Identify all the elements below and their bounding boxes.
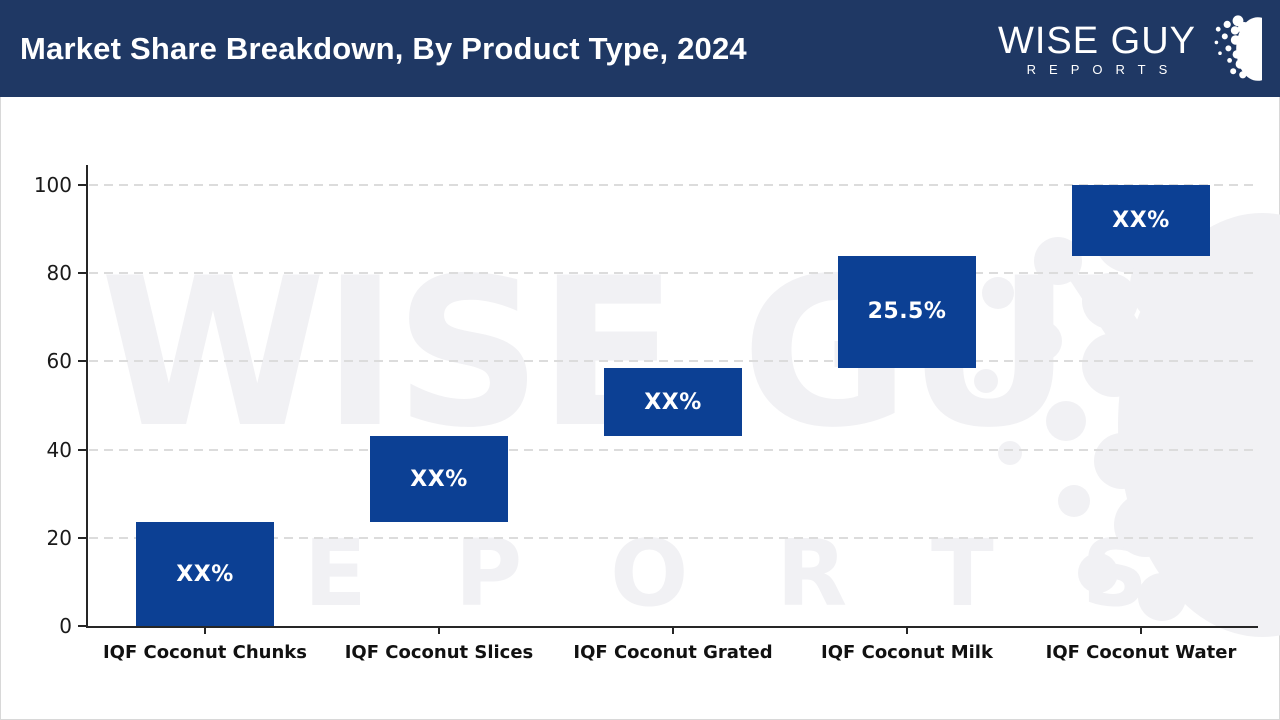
- x-axis-label: IQF Coconut Chunks: [102, 642, 307, 663]
- gridline: [89, 272, 1258, 275]
- x-tick-mark: [204, 626, 206, 634]
- y-tick-label: 100: [33, 173, 72, 197]
- x-tick-mark: [906, 626, 908, 634]
- y-tick-label: 0: [59, 614, 72, 638]
- plot-area: 0 20 40 60 80 100 XX% IQF Coconut Chunks XX% IQF …: [34, 165, 1258, 663]
- bar: XX%: [136, 522, 274, 626]
- y-tick-mark: [78, 625, 86, 627]
- y-tick-mark: [78, 360, 86, 363]
- x-tick-mark: [672, 626, 674, 634]
- bar-value-label: XX%: [1112, 207, 1170, 233]
- bar: XX%: [1072, 185, 1210, 256]
- y-tick-label: 80: [46, 261, 72, 286]
- gridline: [89, 536, 1258, 539]
- x-axis-label: IQF Coconut Milk: [821, 642, 993, 663]
- header-bar: Market Share Breakdown, By Product Type,…: [0, 0, 1280, 97]
- y-axis-line: [86, 165, 88, 628]
- x-axis-label: IQF Coconut Grated: [573, 642, 773, 663]
- y-tick-label: 40: [46, 437, 72, 462]
- brand-name: WISE GUY: [997, 19, 1196, 62]
- bar-value-label: XX%: [644, 389, 702, 415]
- y-tick-mark: [78, 184, 86, 186]
- brand-logo-text: WISE GUY REPORTS: [998, 22, 1196, 76]
- brand-tagline: REPORTS: [1026, 61, 1181, 77]
- gridline: [89, 448, 1258, 451]
- x-tick-mark: [438, 626, 440, 634]
- bar: 25.5%: [838, 255, 976, 368]
- x-axis-label: IQF Coconut Slices: [344, 642, 534, 663]
- brand-logo: WISE GUY REPORTS: [998, 10, 1262, 88]
- bar-value-label: XX%: [410, 466, 468, 492]
- bar: XX%: [370, 436, 508, 523]
- bar-value-label: 25.5%: [867, 299, 947, 325]
- dotted-head-icon: [1214, 14, 1262, 81]
- bar-value-label: XX%: [176, 561, 234, 587]
- y-tick-label: 60: [46, 349, 72, 374]
- x-tick-mark: [1140, 626, 1142, 634]
- gridline: [89, 360, 1258, 363]
- y-tick-mark: [78, 272, 86, 275]
- y-tick-label: 20: [46, 525, 72, 550]
- watermark-tagline: REPORTS: [145, 520, 1237, 627]
- y-tick-mark: [78, 448, 86, 451]
- bar: XX%: [604, 368, 742, 437]
- gridline: [89, 184, 1258, 186]
- page-title: Market Share Breakdown, By Product Type,…: [20, 30, 747, 66]
- y-tick-mark: [78, 536, 86, 539]
- x-axis-label: IQF Coconut Water: [1045, 642, 1237, 663]
